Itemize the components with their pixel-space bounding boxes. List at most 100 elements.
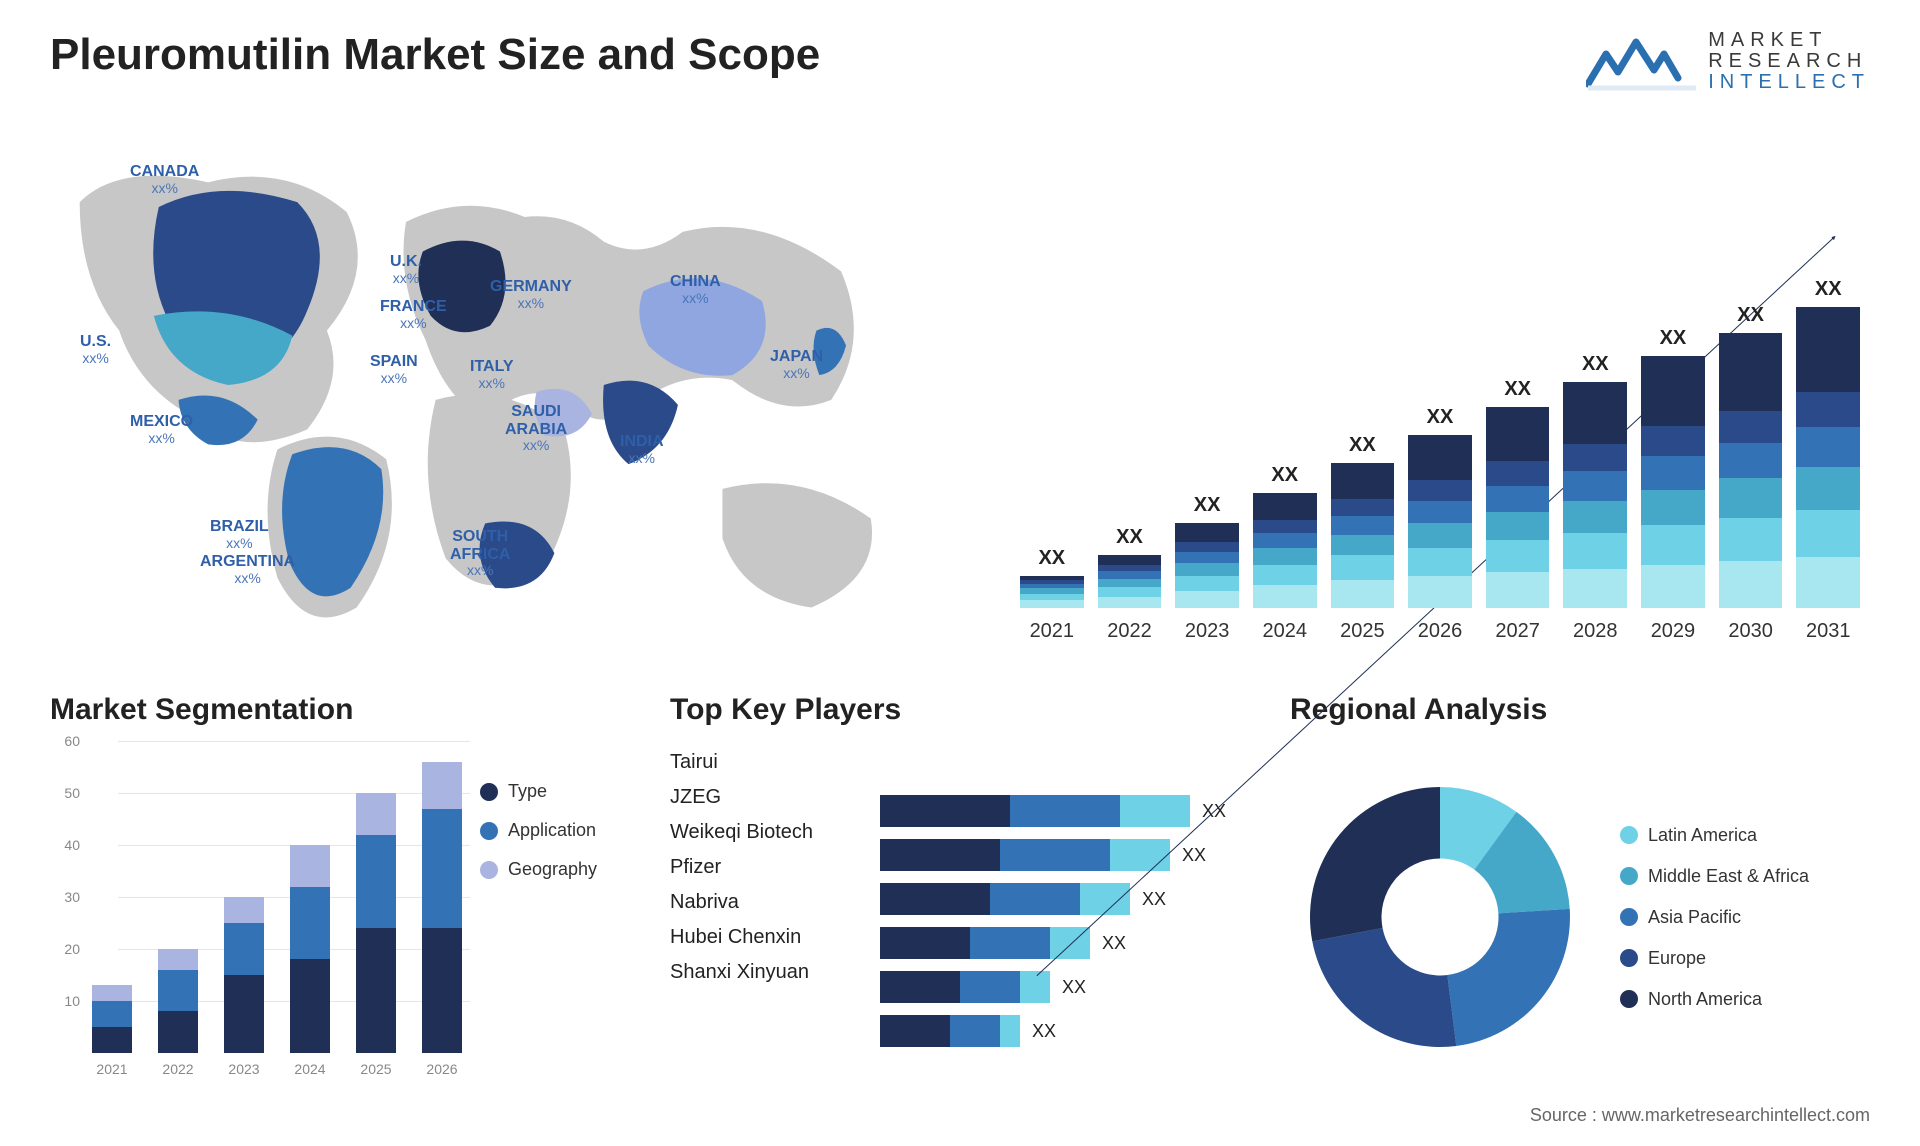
map-label: ARGENTINAxx% bbox=[200, 553, 295, 586]
regional-legend-item: Europe bbox=[1620, 948, 1809, 969]
player-name: Weikeqi Biotech bbox=[670, 821, 860, 844]
player-bar-row: XX bbox=[880, 883, 1250, 915]
segmentation-panel: Market Segmentation 102030405060 2021202… bbox=[50, 693, 630, 1093]
player-value-label: XX bbox=[1102, 933, 1126, 954]
map-label: BRAZILxx% bbox=[210, 518, 269, 551]
map-label: FRANCExx% bbox=[380, 298, 447, 331]
seg-bar bbox=[348, 741, 404, 1053]
seg-legend-item: Application bbox=[480, 820, 630, 841]
growth-bar: XX bbox=[1486, 378, 1550, 608]
brand-logo: MARKET RESEARCH INTELLECT bbox=[1586, 30, 1870, 93]
key-players-title: Top Key Players bbox=[670, 693, 1250, 727]
map-label: CANADAxx% bbox=[130, 163, 199, 196]
growth-bar: XX bbox=[1408, 406, 1472, 608]
growth-bar: XX bbox=[1020, 547, 1084, 608]
map-label: CHINAxx% bbox=[670, 273, 721, 306]
growth-bar-value-label: XX bbox=[1271, 464, 1298, 487]
segmentation-title: Market Segmentation bbox=[50, 693, 630, 727]
map-label: GERMANYxx% bbox=[490, 278, 572, 311]
seg-bar bbox=[150, 741, 206, 1053]
player-name: Shanxi Xinyuan bbox=[670, 961, 860, 984]
map-label: ITALYxx% bbox=[470, 358, 514, 391]
player-name: Hubei Chenxin bbox=[670, 926, 860, 949]
seg-ytick: 20 bbox=[50, 941, 80, 957]
seg-bar bbox=[84, 741, 140, 1053]
seg-ytick: 40 bbox=[50, 837, 80, 853]
player-bar-row: XX bbox=[880, 795, 1250, 827]
brand-mark-icon bbox=[1586, 32, 1696, 92]
growth-bar: XX bbox=[1253, 464, 1317, 608]
growth-xaxis-label: 2027 bbox=[1486, 620, 1550, 643]
player-bar-row: XX bbox=[880, 971, 1250, 1003]
regional-title: Regional Analysis bbox=[1290, 693, 1870, 727]
player-value-label: XX bbox=[1182, 845, 1206, 866]
world-map: CANADAxx% U.S.xx% MEXICOxx% BRAZILxx%ARGENT… bbox=[50, 123, 940, 663]
growth-bar-value-label: XX bbox=[1349, 434, 1376, 457]
seg-legend-item: Type bbox=[480, 781, 630, 802]
map-label: MEXICOxx% bbox=[130, 413, 193, 446]
seg-xaxis-label: 2021 bbox=[84, 1053, 140, 1093]
growth-xaxis-label: 2023 bbox=[1175, 620, 1239, 643]
growth-bar-value-label: XX bbox=[1815, 278, 1842, 301]
player-name: Pfizer bbox=[670, 856, 860, 879]
map-label: INDIAxx% bbox=[620, 433, 664, 466]
player-value-label: XX bbox=[1032, 1021, 1056, 1042]
growth-bar-value-label: XX bbox=[1116, 526, 1143, 549]
growth-bar-value-label: XX bbox=[1737, 304, 1764, 327]
growth-xaxis-label: 2028 bbox=[1563, 620, 1627, 643]
map-label: SPAINxx% bbox=[370, 353, 418, 386]
seg-ytick: 60 bbox=[50, 733, 80, 749]
seg-bar bbox=[414, 741, 470, 1053]
seg-xaxis-label: 2026 bbox=[414, 1053, 470, 1093]
regional-donut bbox=[1290, 767, 1590, 1067]
seg-xaxis-label: 2023 bbox=[216, 1053, 272, 1093]
seg-xaxis-label: 2025 bbox=[348, 1053, 404, 1093]
growth-bar-value-label: XX bbox=[1038, 547, 1065, 570]
map-label: SAUDIARABIAxx% bbox=[505, 403, 567, 454]
growth-bar: XX bbox=[1719, 304, 1783, 608]
growth-xaxis-label: 2029 bbox=[1641, 620, 1705, 643]
seg-legend-item: Geography bbox=[480, 859, 630, 880]
seg-ytick: 10 bbox=[50, 993, 80, 1009]
player-name: Tairui bbox=[670, 751, 860, 774]
player-bar-row: XX bbox=[880, 927, 1250, 959]
growth-bar-value-label: XX bbox=[1582, 353, 1609, 376]
growth-xaxis-label: 2031 bbox=[1796, 620, 1860, 643]
seg-xaxis-label: 2022 bbox=[150, 1053, 206, 1093]
seg-bar bbox=[216, 741, 272, 1053]
growth-bar: XX bbox=[1563, 353, 1627, 608]
seg-bar bbox=[282, 741, 338, 1053]
player-value-label: XX bbox=[1062, 977, 1086, 998]
regional-legend-item: Asia Pacific bbox=[1620, 907, 1809, 928]
map-label: U.S.xx% bbox=[80, 333, 111, 366]
growth-xaxis-label: 2030 bbox=[1719, 620, 1783, 643]
player-name: Nabriva bbox=[670, 891, 860, 914]
growth-xaxis-label: 2024 bbox=[1253, 620, 1317, 643]
player-bar-row: XX bbox=[880, 1015, 1250, 1047]
map-label: SOUTHAFRICAxx% bbox=[450, 528, 510, 579]
growth-bar-value-label: XX bbox=[1427, 406, 1454, 429]
seg-ytick: 30 bbox=[50, 889, 80, 905]
growth-xaxis-label: 2022 bbox=[1098, 620, 1162, 643]
player-bar-row bbox=[880, 751, 1250, 783]
growth-xaxis-label: 2025 bbox=[1331, 620, 1395, 643]
seg-xaxis-label: 2024 bbox=[282, 1053, 338, 1093]
regional-legend-item: Middle East & Africa bbox=[1620, 866, 1809, 887]
player-name: JZEG bbox=[670, 786, 860, 809]
map-label: U.K.xx% bbox=[390, 253, 422, 286]
growth-bar-value-label: XX bbox=[1194, 494, 1221, 517]
growth-bar: XX bbox=[1796, 278, 1860, 608]
player-bar-row: XX bbox=[880, 839, 1250, 871]
player-value-label: XX bbox=[1202, 801, 1226, 822]
page-title: Pleuromutilin Market Size and Scope bbox=[50, 30, 820, 80]
player-value-label: XX bbox=[1142, 889, 1166, 910]
donut-slice bbox=[1310, 787, 1440, 941]
growth-bar: XX bbox=[1331, 434, 1395, 608]
regional-legend-item: Latin America bbox=[1620, 825, 1809, 846]
donut-slice bbox=[1312, 928, 1456, 1047]
seg-ytick: 50 bbox=[50, 785, 80, 801]
brand-text: MARKET RESEARCH INTELLECT bbox=[1708, 30, 1870, 93]
growth-bar: XX bbox=[1641, 327, 1705, 608]
growth-bar: XX bbox=[1098, 526, 1162, 608]
donut-slice bbox=[1447, 909, 1570, 1046]
